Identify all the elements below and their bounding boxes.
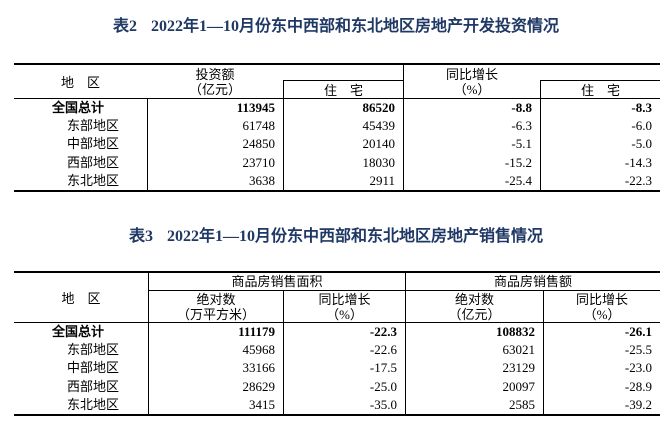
- value-cell: -8.8: [403, 99, 540, 118]
- table-row: 东北地区 3638 2911 -25.4 -22.3: [14, 171, 660, 190]
- region-cell: 东北地区: [67, 172, 120, 188]
- table2-title: 表2 2022年1—10月份东中西部和东北地区房地产开发投资情况: [0, 12, 672, 36]
- header-line: 绝对数: [196, 292, 236, 307]
- header-line: （亿元）: [448, 307, 501, 322]
- value-cell: 63021: [405, 341, 543, 360]
- value-cell: -6.0: [540, 117, 660, 136]
- value-cell: -23.0: [543, 359, 660, 378]
- header-line: （%）: [453, 82, 491, 97]
- value-cell: -35.0: [283, 395, 405, 414]
- value-cell: 2911: [283, 171, 403, 190]
- table3-header: 地 区 商品房销售面积 商品房销售额 绝对数 （万平方米） 同比增长 （%） 绝…: [14, 273, 660, 323]
- value-cell: 20140: [283, 135, 403, 154]
- value-cell: 61748: [147, 117, 283, 136]
- table2-title-text: 2022年1—10月份东中西部和东北地区房地产开发投资情况: [151, 18, 560, 35]
- table3-header-region: 地 区: [61, 290, 101, 306]
- region-cell: 全国总计: [52, 324, 105, 339]
- table2-header-residential-1: 住 宅: [283, 80, 403, 99]
- table2-header-investment: 投资额 （亿元）: [147, 65, 283, 99]
- header-line: 绝对数: [454, 292, 494, 307]
- table-row: 东北地区 3415 -35.0 2585 -39.2: [14, 395, 660, 414]
- table2-investment: 地 区 投资额 （亿元） 住 宅 同比增长 （%） 住 宅 全国总计 113945…: [14, 63, 660, 192]
- value-cell: 111179: [148, 323, 283, 342]
- value-cell: 45439: [283, 117, 403, 136]
- value-cell: -39.2: [543, 395, 660, 414]
- region-cell: 西部地区: [67, 154, 120, 170]
- table2-title-tag: 表2: [112, 18, 137, 35]
- value-cell: 33166: [148, 359, 283, 378]
- table3-header-amount-absolute: 绝对数 （亿元）: [405, 291, 543, 323]
- table3-header-sales-area-group: 商品房销售面积: [148, 273, 405, 291]
- value-cell: 28629: [148, 377, 283, 396]
- table2-header-residential-2: 住 宅: [540, 80, 660, 99]
- value-cell: 20097: [405, 377, 543, 396]
- table-row: 全国总计 111179 -22.3 108832 -26.1: [14, 323, 660, 342]
- region-cell: 西部地区: [67, 378, 120, 394]
- value-cell: 23129: [405, 359, 543, 378]
- value-cell: -25.4: [403, 171, 540, 190]
- table3-header-area-absolute: 绝对数 （万平方米）: [148, 291, 283, 323]
- value-cell: 3415: [148, 395, 283, 414]
- value-cell: 24850: [147, 135, 283, 154]
- table-row: 东部地区 61748 45439 -6.3 -6.0: [14, 117, 660, 136]
- table3-header-area-growth: 同比增长 （%）: [283, 291, 405, 323]
- table3-title: 表3 2022年1—10月份东中西部和东北地区房地产销售情况: [0, 222, 672, 246]
- value-cell: -8.3: [540, 99, 660, 118]
- value-cell: 18030: [283, 153, 403, 172]
- value-cell: 86520: [283, 99, 403, 118]
- table2-header: 地 区 投资额 （亿元） 住 宅 同比增长 （%） 住 宅: [14, 65, 660, 99]
- value-cell: -5.0: [540, 135, 660, 154]
- table3-title-tag: 表3: [128, 228, 153, 245]
- value-cell: -14.3: [540, 153, 660, 172]
- value-cell: -15.2: [403, 153, 540, 172]
- table2-header-yoy-growth: 同比增长 （%）: [403, 65, 540, 99]
- table3-sales: 地 区 商品房销售面积 商品房销售额 绝对数 （万平方米） 同比增长 （%） 绝…: [14, 271, 660, 416]
- value-cell: 23710: [147, 153, 283, 172]
- region-cell: 中部地区: [67, 136, 120, 152]
- value-cell: 45968: [148, 341, 283, 360]
- header-line: （%）: [583, 307, 621, 322]
- table3-header-sales-amount-group: 商品房销售额: [405, 273, 660, 291]
- region-cell: 东部地区: [67, 342, 120, 358]
- value-cell: -22.3: [540, 171, 660, 190]
- header-line: 同比增长: [318, 292, 371, 307]
- table2-header-region: 地 区: [60, 74, 100, 90]
- header-line: 同比增长: [575, 292, 628, 307]
- table3-body: 全国总计 111179 -22.3 108832 -26.1 东部地区 45968 -22.6…: [14, 323, 660, 414]
- header-line: （万平方米）: [176, 307, 255, 322]
- region-cell: 中部地区: [67, 360, 120, 376]
- table2-body: 全国总计 113945 86520 -8.8 -8.3 东部地区 61748 45439 -6.…: [14, 99, 660, 190]
- value-cell: -25.5: [543, 341, 660, 360]
- table3-header-amount-growth: 同比增长 （%）: [543, 291, 660, 323]
- value-cell: -17.5: [283, 359, 405, 378]
- region-cell: 东部地区: [67, 118, 120, 134]
- value-cell: -26.1: [543, 323, 660, 342]
- table3-title-text: 2022年1—10月份东中西部和东北地区房地产销售情况: [167, 228, 544, 245]
- value-cell: -22.3: [283, 323, 405, 342]
- table-row: 东部地区 45968 -22.6 63021 -25.5: [14, 341, 660, 360]
- value-cell: -5.1: [403, 135, 540, 154]
- table-row: 西部地区 28629 -25.0 20097 -28.9: [14, 377, 660, 396]
- value-cell: -6.3: [403, 117, 540, 136]
- region-cell: 全国总计: [52, 100, 105, 115]
- region-cell: 东北地区: [67, 396, 120, 412]
- value-cell: 108832: [405, 323, 543, 342]
- table-row: 西部地区 23710 18030 -15.2 -14.3: [14, 153, 660, 172]
- header-line: 投资额: [195, 67, 235, 82]
- value-cell: -25.0: [283, 377, 405, 396]
- value-cell: -28.9: [543, 377, 660, 396]
- table-row: 中部地区 33166 -17.5 23129 -23.0: [14, 359, 660, 378]
- value-cell: 113945: [147, 99, 283, 118]
- header-line: （%）: [326, 307, 363, 322]
- table-row: 全国总计 113945 86520 -8.8 -8.3: [14, 99, 660, 118]
- value-cell: -22.6: [283, 341, 405, 360]
- table-row: 中部地区 24850 20140 -5.1 -5.0: [14, 135, 660, 154]
- header-line: （亿元）: [188, 82, 241, 97]
- value-cell: 2585: [405, 395, 543, 414]
- value-cell: 3638: [147, 171, 283, 190]
- header-line: 同比增长: [445, 67, 498, 82]
